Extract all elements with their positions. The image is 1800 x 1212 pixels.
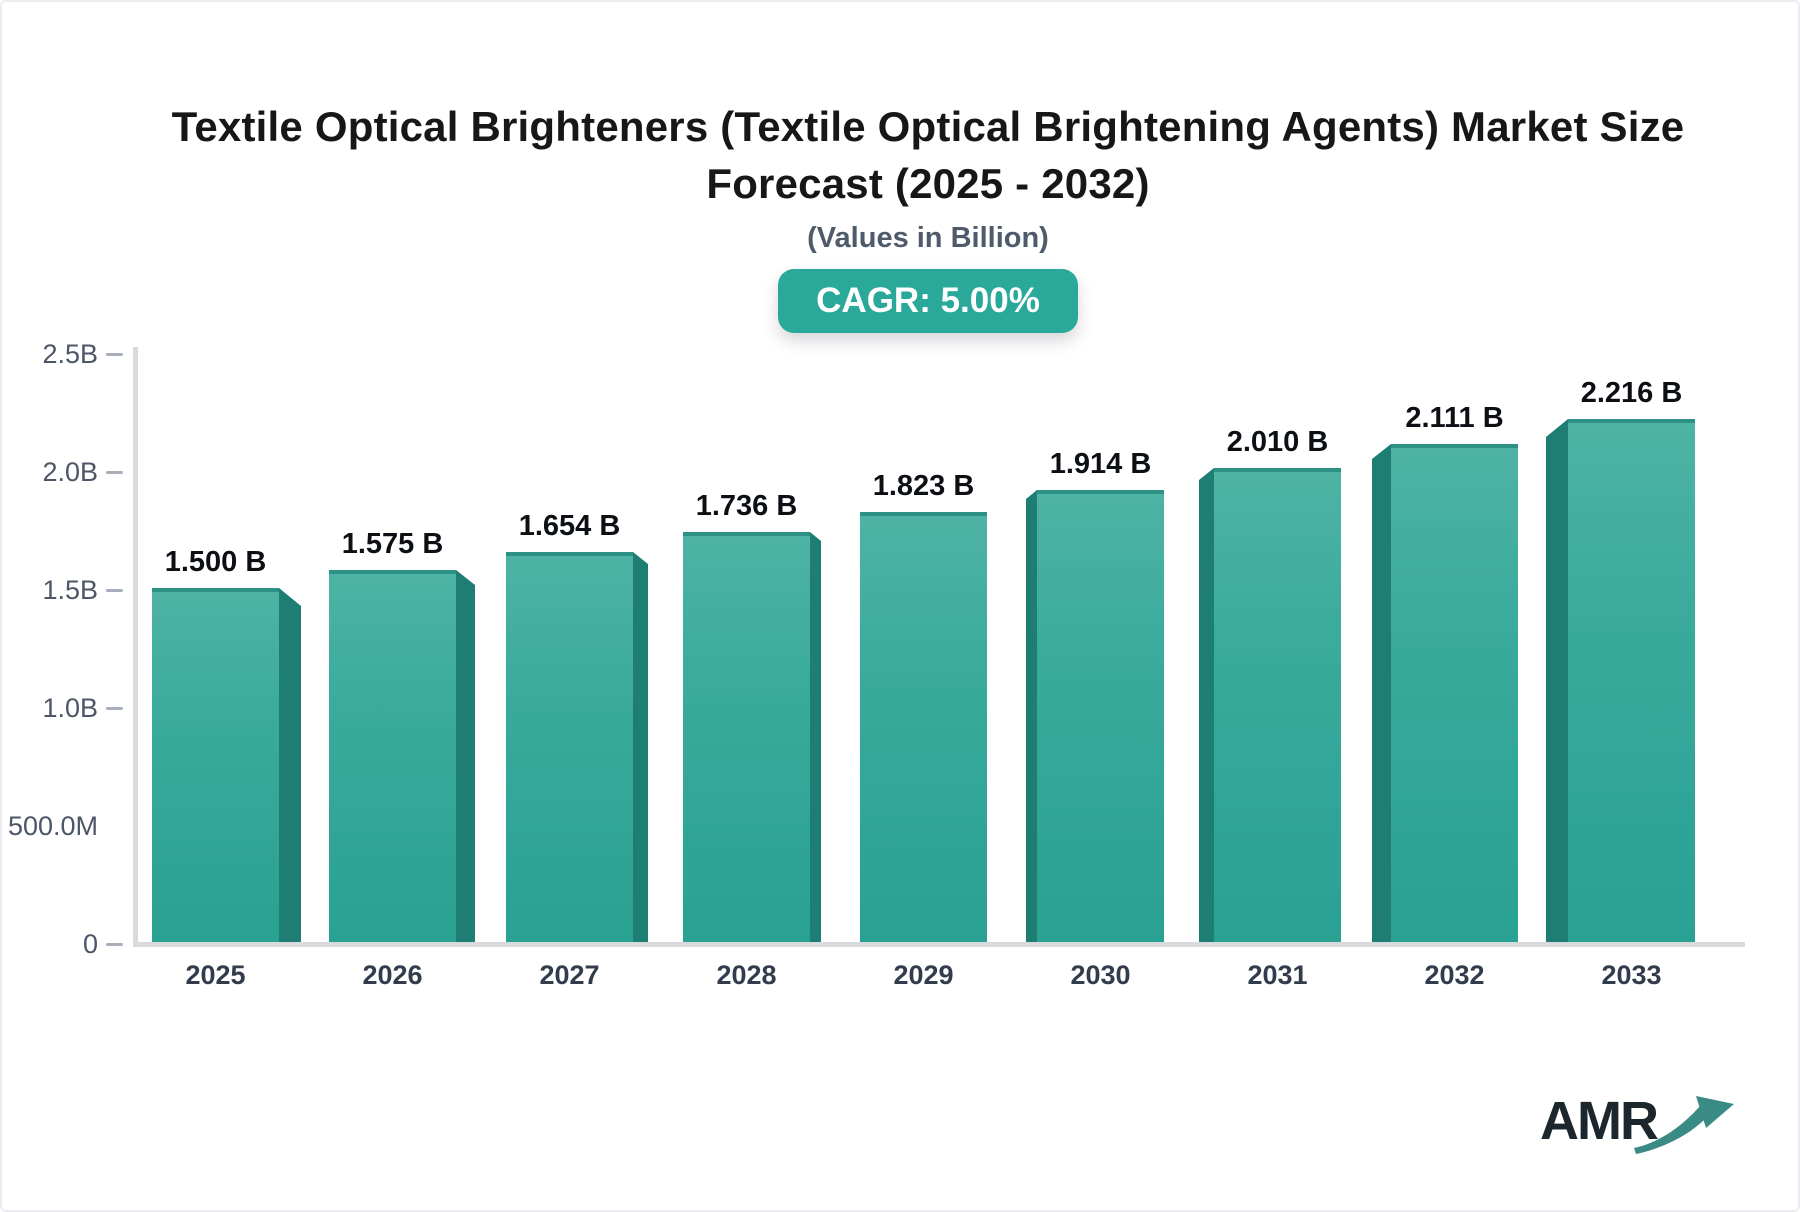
y-axis-line (133, 347, 138, 947)
bar-3d-side (456, 570, 475, 942)
chart-header: Textile Optical Brighteners (Textile Opt… (2, 98, 1798, 333)
x-axis-category-label: 2026 (362, 960, 423, 990)
bar-3d-side (633, 552, 648, 942)
bar-value-label: 2.216 B (1580, 377, 1683, 409)
bar-value-label: 1.500 B (164, 546, 267, 578)
x-axis-category-label: 2028 (716, 960, 777, 990)
bar-value-label: 2.010 B (1226, 426, 1329, 458)
chart-subtitle: (Values in Billion) (807, 222, 1049, 254)
bar-2026[interactable] (329, 570, 456, 942)
bar-value-label: 1.575 B (341, 528, 444, 560)
bar-2033[interactable] (1568, 419, 1695, 942)
chart-title-line1: Textile Optical Brighteners (Textile Opt… (171, 103, 1685, 150)
x-axis-category-label: 2031 (1247, 960, 1308, 990)
bar-2031[interactable] (1214, 468, 1341, 942)
bar-3d-side (1026, 490, 1037, 942)
x-axis-category-label: 2025 (185, 960, 246, 990)
y-axis-tick-label: 2.5B (42, 339, 98, 369)
bar-3d-side (810, 532, 821, 942)
x-axis-line (133, 942, 1745, 947)
y-axis-tick-mark (106, 353, 123, 356)
bar-value-label: 1.654 B (518, 510, 621, 542)
y-axis-tick-mark (106, 707, 123, 710)
y-axis-tick-label: 0 (82, 929, 98, 959)
bar-3d-side (1546, 419, 1568, 942)
y-axis-tick-mark (106, 943, 123, 946)
bar-2029[interactable] (860, 512, 987, 942)
chart-title-line2: Forecast (2025 - 2032) (706, 160, 1150, 207)
y-axis-tick-mark (106, 589, 123, 592)
y-axis-tick-label: 500.0M (7, 811, 98, 841)
x-axis-category-label: 2029 (893, 960, 954, 990)
y-axis-tick-label: 2.0B (42, 457, 98, 487)
bar-2028[interactable] (683, 532, 810, 942)
bar-2030[interactable] (1037, 490, 1164, 942)
amr-logo: AMR (1540, 1082, 1734, 1168)
y-axis-tick-label: 1.0B (42, 693, 98, 723)
bar-value-label: 2.111 B (1405, 402, 1504, 434)
bar-value-label: 1.914 B (1049, 448, 1152, 480)
y-axis-tick-mark (106, 471, 123, 474)
x-axis-category-label: 2030 (1070, 960, 1131, 990)
cagr-badge: CAGR: 5.00% (778, 269, 1078, 333)
bar-3d-side (279, 588, 301, 942)
bar-value-label: 1.736 B (695, 490, 798, 522)
bar-3d-side (1372, 444, 1391, 942)
x-axis-category-label: 2032 (1424, 960, 1485, 990)
amr-logo-text: AMR (1540, 1091, 1659, 1151)
growth-arrow-icon (1634, 1096, 1734, 1154)
bar-2032[interactable] (1391, 444, 1518, 942)
bar-2027[interactable] (506, 552, 633, 942)
bar-2025[interactable] (152, 588, 279, 942)
x-axis-category-label: 2033 (1601, 960, 1662, 990)
x-axis-category-label: 2027 (539, 960, 600, 990)
y-axis-tick-label: 1.5B (42, 575, 98, 605)
bar-value-label: 1.823 B (872, 470, 975, 502)
bar-3d-side (1199, 468, 1214, 942)
